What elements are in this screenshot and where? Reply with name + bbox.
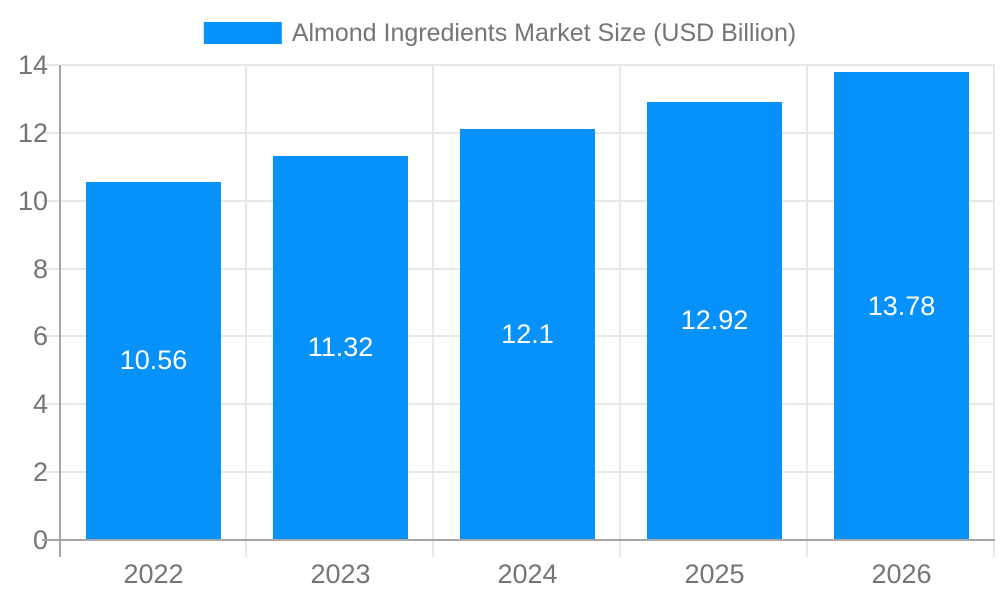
y-axis-line <box>59 65 61 557</box>
x-axis-line <box>42 539 995 541</box>
y-tick-label: 14 <box>17 50 48 80</box>
y-axis-tick <box>42 267 59 270</box>
y-axis-tick <box>42 471 59 474</box>
bar-value-label: 11.32 <box>307 332 374 363</box>
x-axis-tick <box>993 540 995 557</box>
x-axis-tick <box>245 540 247 557</box>
bar-value-label: 12.1 <box>501 319 554 350</box>
y-axis-tick <box>42 131 59 134</box>
x-grid-line <box>619 65 621 540</box>
y-tick-label: 4 <box>32 389 48 420</box>
y-axis-tick <box>42 403 59 406</box>
y-axis-tick <box>42 199 59 202</box>
y-tick-label: 8 <box>32 253 48 284</box>
y-tick-label: 10 <box>17 185 48 216</box>
x-grid-line <box>432 65 434 540</box>
bar[interactable]: 12.92 <box>647 101 782 540</box>
x-tick-label: 2026 <box>871 559 932 589</box>
x-grid-line <box>806 65 808 540</box>
x-tick-label: 2024 <box>497 559 558 589</box>
bar[interactable]: 13.78 <box>834 72 969 540</box>
x-tick-label: 2022 <box>123 559 184 589</box>
bar[interactable]: 12.1 <box>460 129 595 540</box>
bar-value-label: 12.92 <box>680 305 749 336</box>
y-axis-tick <box>42 64 59 66</box>
y-tick-label: 6 <box>32 321 48 352</box>
y-tick-label: 12 <box>17 117 48 148</box>
plot-area: 10.56 11.32 12.1 12.92 13.78 <box>60 64 995 540</box>
bar-value-label: 13.78 <box>867 290 936 321</box>
y-grid-line <box>60 64 995 66</box>
x-axis-tick <box>432 540 434 557</box>
x-axis-tick <box>806 540 808 557</box>
legend-label: Almond Ingredients Market Size (USD Bill… <box>291 19 797 47</box>
bar[interactable]: 11.32 <box>273 155 408 540</box>
y-axis-tick <box>42 335 59 338</box>
x-grid-line <box>245 65 247 540</box>
y-tick-label: 2 <box>32 457 48 488</box>
y-tick-label: 0 <box>32 525 48 555</box>
legend-swatch <box>203 22 282 44</box>
x-tick-label: 2025 <box>684 559 745 589</box>
x-axis-tick <box>619 540 621 557</box>
bar[interactable]: 10.56 <box>86 181 221 540</box>
legend: Almond Ingredients Market Size (USD Bill… <box>203 19 797 47</box>
x-tick-label: 2023 <box>310 559 371 589</box>
x-grid-line <box>993 65 995 540</box>
bar-value-label: 10.56 <box>119 345 188 376</box>
